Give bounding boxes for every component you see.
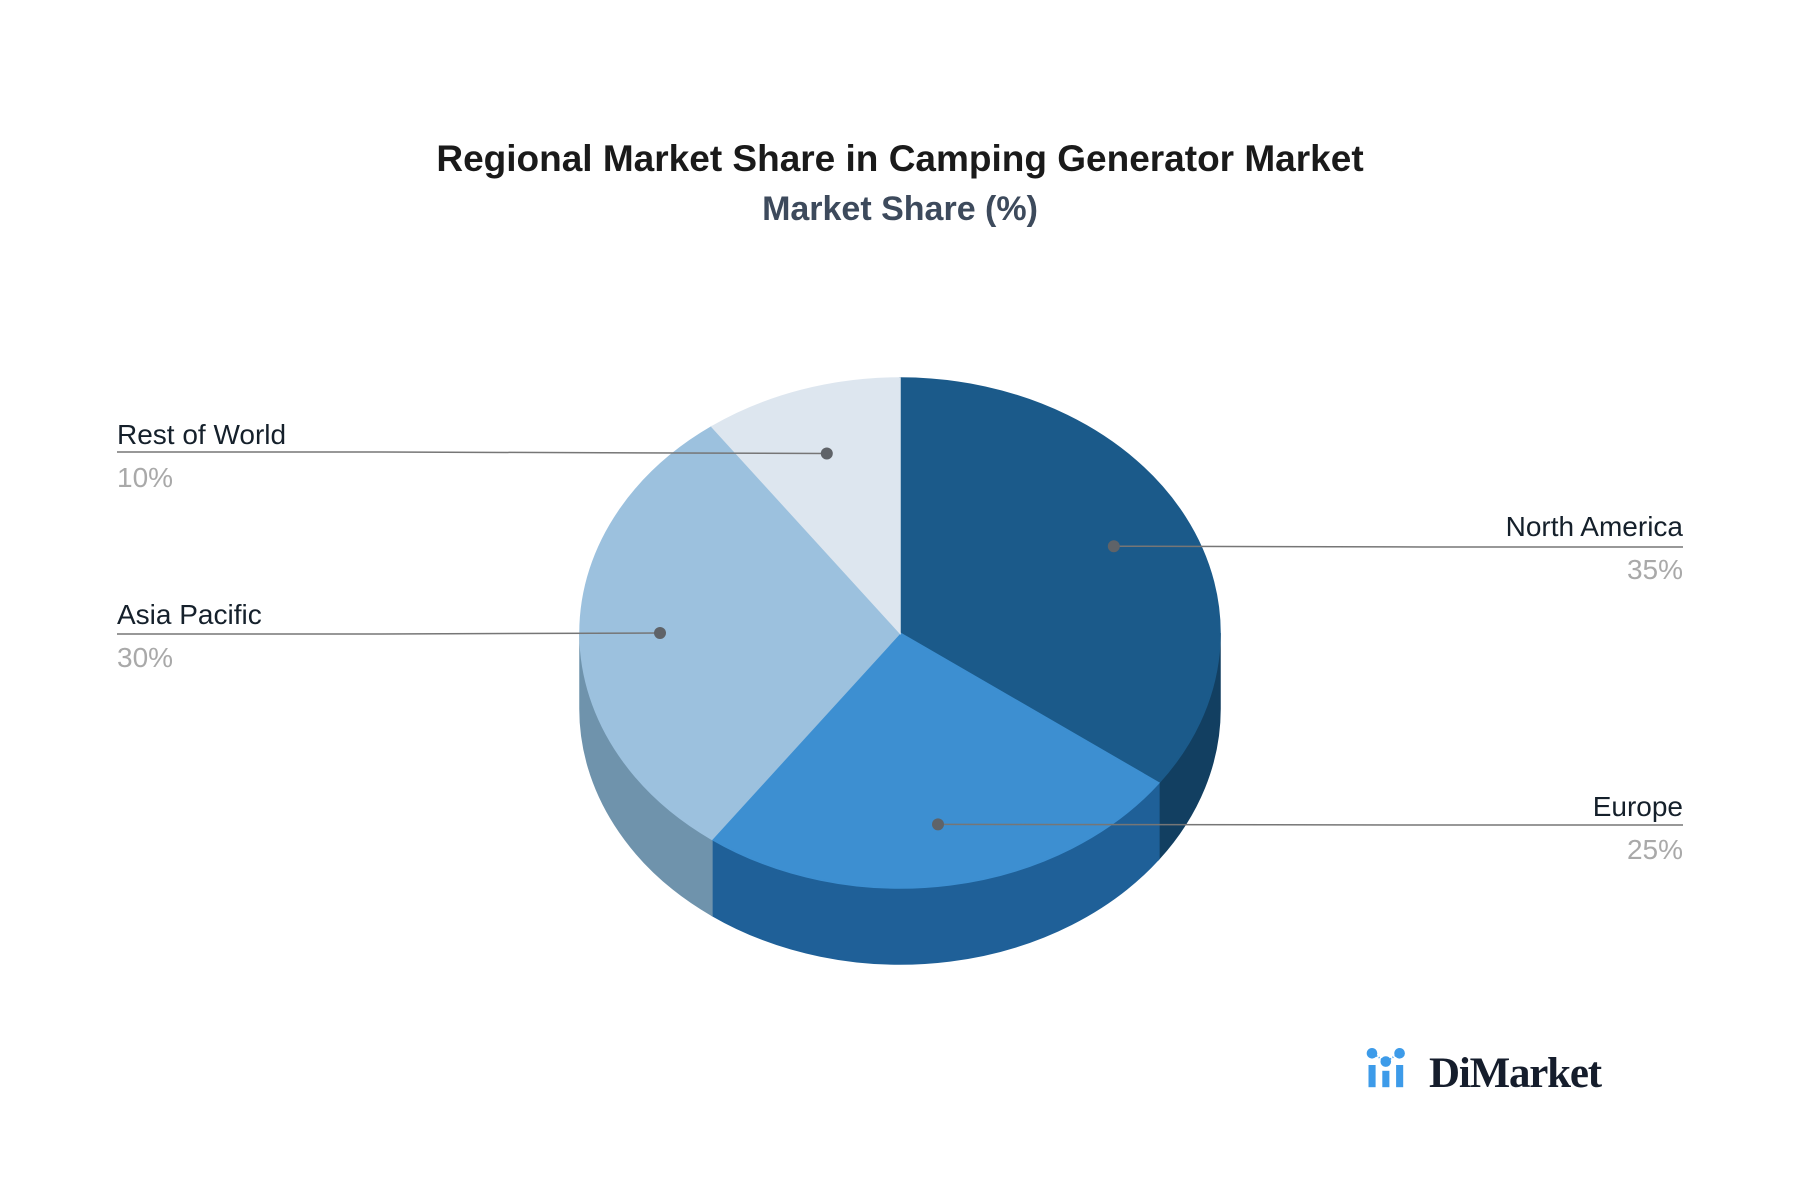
svg-text:DiMarket: DiMarket — [1429, 1050, 1603, 1097]
